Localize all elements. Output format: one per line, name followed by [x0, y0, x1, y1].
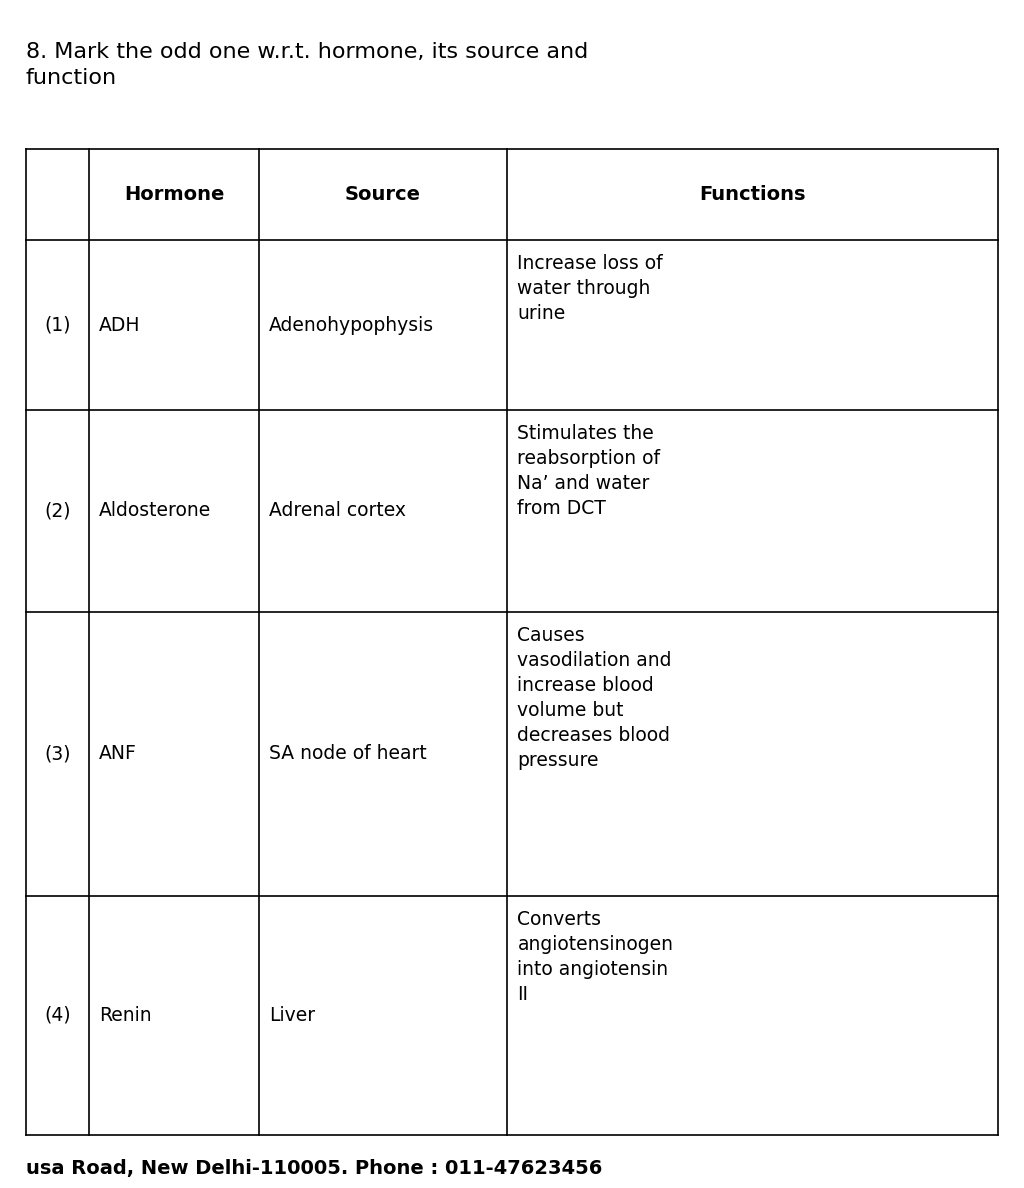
Text: SA node of heart: SA node of heart — [269, 745, 427, 764]
Text: Stimulates the
reabsorption of
Na’ and water
from DCT: Stimulates the reabsorption of Na’ and w… — [517, 424, 660, 518]
Text: ANF: ANF — [99, 745, 137, 764]
Text: Causes
vasodilation and
increase blood
volume but
decreases blood
pressure: Causes vasodilation and increase blood v… — [517, 626, 672, 770]
Text: Adrenal cortex: Adrenal cortex — [269, 501, 407, 520]
Text: Aldosterone: Aldosterone — [99, 501, 211, 520]
Text: Adenohypophysis: Adenohypophysis — [269, 316, 434, 335]
Text: usa Road, New Delhi-110005. Phone : 011-47623456: usa Road, New Delhi-110005. Phone : 011-… — [26, 1159, 602, 1178]
Text: (1): (1) — [44, 316, 71, 335]
Text: Hormone: Hormone — [124, 185, 224, 204]
Text: (3): (3) — [44, 745, 71, 764]
Text: (2): (2) — [44, 501, 71, 520]
Text: Converts
angiotensinogen
into angiotensin
II: Converts angiotensinogen into angiotensi… — [517, 910, 674, 1004]
Text: (4): (4) — [44, 1006, 71, 1025]
Text: 8. Mark the odd one w.r.t. hormone, its source and
function: 8. Mark the odd one w.r.t. hormone, its … — [26, 42, 588, 88]
Text: Liver: Liver — [269, 1006, 315, 1025]
Text: Functions: Functions — [699, 185, 806, 204]
Text: ADH: ADH — [99, 316, 140, 335]
Text: Source: Source — [345, 185, 421, 204]
Text: Renin: Renin — [99, 1006, 152, 1025]
Text: Increase loss of
water through
urine: Increase loss of water through urine — [517, 254, 663, 323]
